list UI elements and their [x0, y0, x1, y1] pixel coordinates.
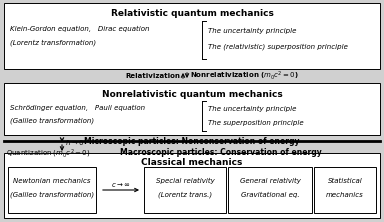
Text: The uncertainty principle: The uncertainty principle	[208, 28, 296, 34]
Text: Macroscopic particles: Conservation of energy: Macroscopic particles: Conservation of e…	[120, 148, 322, 157]
Text: Classical mechanics: Classical mechanics	[141, 157, 243, 166]
Bar	[8, 167, 96, 213]
Text: Statistical: Statistical	[328, 178, 362, 184]
Text: Gravitational eq.: Gravitational eq.	[241, 192, 299, 198]
Text: (Galileo transformation): (Galileo transformation)	[10, 118, 94, 124]
Text: The uncertainty principle: The uncertainty principle	[208, 106, 296, 112]
Text: Relativistic quantum mechanics: Relativistic quantum mechanics	[111, 10, 273, 18]
Text: $c\rightarrow\infty$: $c\rightarrow\infty$	[111, 181, 131, 189]
Text: Microscopic particles: Nonconservation of energy: Microscopic particles: Nonconservation o…	[84, 137, 300, 146]
Bar	[4, 3, 380, 69]
Text: (Lorentz transformation): (Lorentz transformation)	[10, 40, 96, 46]
Text: Nonrelativistic quantum mechanics: Nonrelativistic quantum mechanics	[102, 89, 282, 99]
Bar	[144, 167, 226, 213]
Text: (Galileo transformation): (Galileo transformation)	[10, 192, 94, 198]
Bar	[314, 167, 376, 213]
Bar	[4, 83, 380, 135]
Text: Newtonian mechanics: Newtonian mechanics	[13, 178, 91, 184]
Bar	[228, 167, 312, 213]
Bar	[4, 153, 380, 218]
Text: Quantization ($m_0c^2=0$): Quantization ($m_0c^2=0$)	[6, 148, 91, 160]
Text: $\hbar\rightarrow 0$: $\hbar\rightarrow 0$	[65, 138, 84, 147]
Text: Nonrelativization ($m_0c^2 = 0$): Nonrelativization ($m_0c^2 = 0$)	[190, 69, 299, 82]
Text: Schrödinger equation,   Pauli equation: Schrödinger equation, Pauli equation	[10, 105, 145, 111]
Text: General relativity: General relativity	[240, 178, 300, 184]
Text: Relativization: Relativization	[125, 73, 180, 79]
Text: mechanics: mechanics	[326, 192, 364, 198]
Text: The (relativistic) superposition principle: The (relativistic) superposition princip…	[208, 44, 348, 50]
Text: (Lorentz trans.): (Lorentz trans.)	[158, 192, 212, 198]
Text: The superposition principle: The superposition principle	[208, 120, 304, 126]
Text: Klein-Gordon equation,   Dirac equation: Klein-Gordon equation, Dirac equation	[10, 26, 149, 32]
Text: Special relativity: Special relativity	[156, 178, 214, 184]
